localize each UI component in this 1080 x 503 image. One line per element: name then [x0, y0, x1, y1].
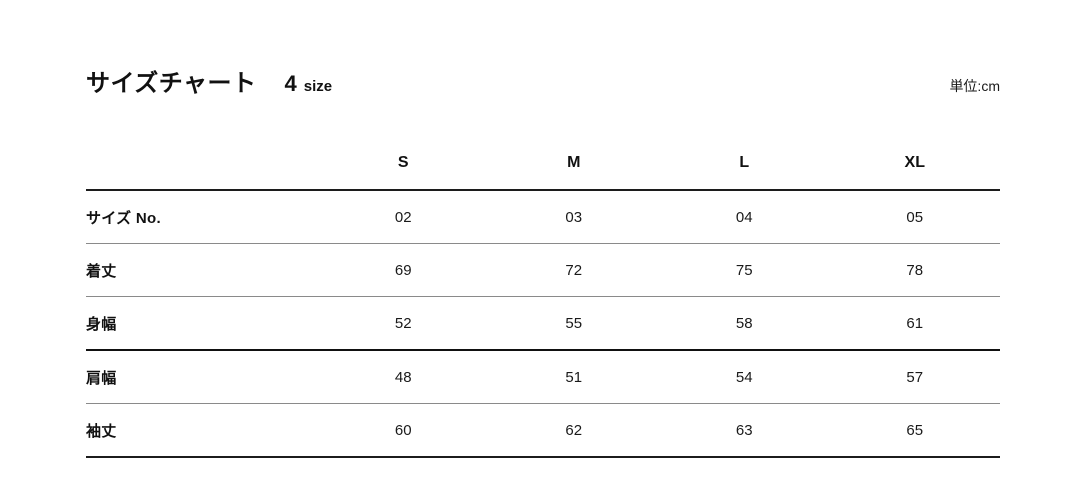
table-corner-cell — [86, 137, 318, 190]
row-label-size-no: サイズ No. — [86, 209, 161, 227]
column-header-l: L — [739, 154, 750, 171]
cell-sleeve-length-s: 60 — [394, 421, 412, 439]
cell-chest-width-s: 52 — [394, 314, 412, 332]
row-label-sleeve-length: 袖丈 — [86, 422, 117, 440]
size-word: size — [303, 78, 333, 95]
column-header-xl: XL — [904, 154, 925, 171]
cell-body-length-s: 69 — [394, 261, 412, 279]
row-label-chest-width: 身幅 — [86, 315, 117, 333]
unit-note: 単位:cm — [949, 78, 1000, 94]
cell-size-no-xl: 05 — [906, 208, 924, 226]
cell-shoulder-width-m: 51 — [565, 368, 583, 386]
table-row: 袖丈 60 62 63 65 — [86, 404, 1000, 457]
cell-chest-width-xl: 61 — [906, 314, 924, 332]
cell-chest-width-l: 58 — [735, 314, 753, 332]
row-label-body-length: 着丈 — [86, 262, 117, 280]
cell-body-length-m: 72 — [565, 261, 583, 279]
cell-body-length-l: 75 — [735, 261, 753, 279]
title-group: サイズチャート 4 size — [86, 72, 332, 96]
table-row: 肩幅 48 51 54 57 — [86, 350, 1000, 404]
cell-size-no-s: 02 — [394, 208, 412, 226]
cell-chest-width-m: 55 — [565, 314, 583, 332]
cell-sleeve-length-l: 63 — [735, 421, 753, 439]
table-header-row: S M L XL — [86, 137, 1000, 190]
cell-shoulder-width-s: 48 — [394, 368, 412, 386]
size-count: 4 — [284, 71, 297, 96]
cell-shoulder-width-l: 54 — [735, 368, 753, 386]
cell-body-length-xl: 78 — [906, 261, 924, 279]
table-row: 着丈 69 72 75 78 — [86, 244, 1000, 297]
table-head: S M L XL — [86, 137, 1000, 190]
table-body: サイズ No. 02 03 04 05 着丈 69 72 75 78 身幅 52… — [86, 190, 1000, 457]
cell-size-no-m: 03 — [565, 208, 583, 226]
cell-size-no-l: 04 — [735, 208, 753, 226]
cell-shoulder-width-xl: 57 — [906, 368, 924, 386]
table-row: 身幅 52 55 58 61 — [86, 297, 1000, 350]
table-row: サイズ No. 02 03 04 05 — [86, 190, 1000, 244]
column-header-s: S — [397, 154, 409, 171]
cell-sleeve-length-xl: 65 — [906, 421, 924, 439]
size-chart-table: S M L XL サイズ No. 02 03 04 05 着丈 69 72 75… — [86, 137, 1000, 458]
cell-sleeve-length-m: 62 — [565, 421, 583, 439]
chart-header: サイズチャート 4 size 単位:cm — [86, 72, 1000, 108]
row-label-shoulder-width: 肩幅 — [86, 369, 117, 387]
page-title: サイズチャート — [86, 70, 257, 97]
column-header-m: M — [567, 154, 581, 171]
